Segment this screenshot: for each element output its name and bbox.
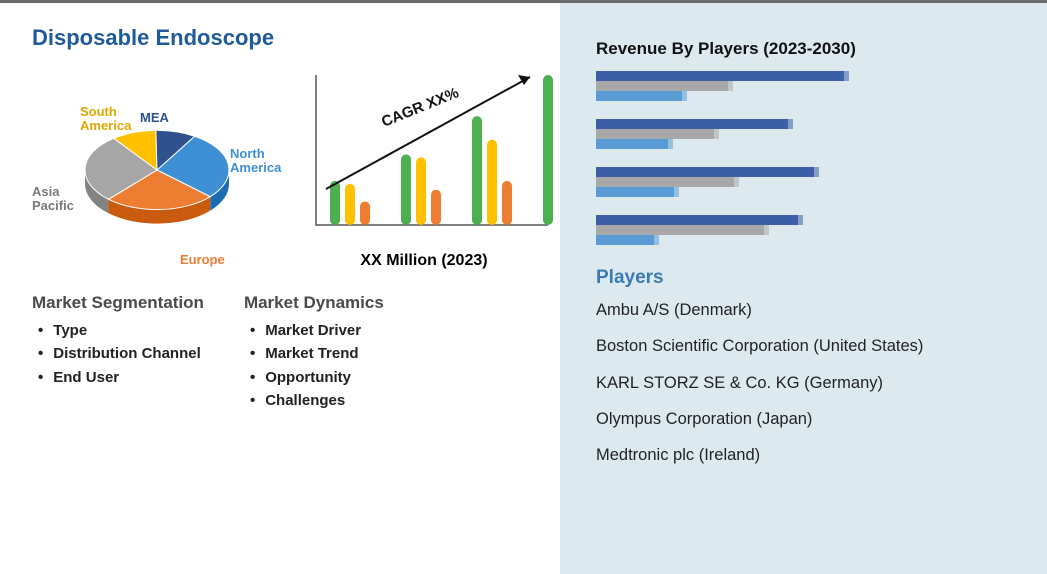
list-item: Market Trend — [250, 342, 384, 365]
segmentation-list: TypeDistribution ChannelEnd User — [32, 319, 204, 389]
pie-label: AsiaPacific — [32, 185, 74, 214]
charts-row: NorthAmerica Europe AsiaPacific SouthAmeric… — [32, 65, 548, 265]
revenue-bar-row — [596, 215, 896, 251]
bar-svg: CAGR XX% — [294, 65, 554, 245]
revenue-bar-row — [596, 71, 896, 107]
player-item: Olympus Corporation (Japan) — [596, 408, 1021, 430]
list-item: Type — [38, 319, 204, 342]
right-panel: Revenue By Players (2023-2030) Players A… — [560, 3, 1047, 574]
player-item: Boston Scientific Corporation (United St… — [596, 335, 1021, 357]
left-panel: Disposable Endoscope NorthAmerica Europe A… — [0, 3, 560, 574]
growth-x-label: XX Million (2023) — [294, 252, 554, 270]
pie-label: Europe — [180, 253, 225, 267]
revenue-bar-row — [596, 167, 896, 203]
list-item: Market Driver — [250, 319, 384, 342]
segmentation-heading: Market Segmentation — [32, 293, 204, 313]
dynamics-block: Market Dynamics Market DriverMarket Tren… — [244, 293, 384, 412]
players-heading: Players — [596, 267, 1021, 289]
infographic-root: Disposable Endoscope NorthAmerica Europe A… — [0, 3, 1047, 574]
revenue-heading: Revenue By Players (2023-2030) — [596, 39, 1021, 59]
pie-label: NorthAmerica — [230, 147, 281, 176]
pie-chart: NorthAmerica Europe AsiaPacific SouthAmeric… — [32, 65, 282, 265]
list-item: Challenges — [250, 389, 384, 412]
player-item: KARL STORZ SE & Co. KG (Germany) — [596, 372, 1021, 394]
growth-bar-chart: CAGR XX% XX Million (2023) — [294, 65, 554, 265]
player-item: Ambu A/S (Denmark) — [596, 299, 1021, 321]
player-item: Medtronic plc (Ireland) — [596, 444, 1021, 466]
dynamics-list: Market DriverMarket TrendOpportunityChal… — [244, 319, 384, 412]
dynamics-heading: Market Dynamics — [244, 293, 384, 313]
revenue-bar-row — [596, 119, 896, 155]
list-item: Distribution Channel — [38, 342, 204, 365]
revenue-bars — [596, 71, 1021, 251]
segmentation-block: Market Segmentation TypeDistribution Cha… — [32, 293, 204, 412]
players-list: Ambu A/S (Denmark) Boston Scientific Corp… — [596, 299, 1021, 466]
lists-row: Market Segmentation TypeDistribution Cha… — [32, 293, 548, 412]
list-item: Opportunity — [250, 366, 384, 389]
svg-text:CAGR XX%: CAGR XX% — [379, 84, 461, 130]
page-title: Disposable Endoscope — [32, 25, 548, 51]
pie-label: SouthAmerica — [80, 105, 131, 134]
pie-label: MEA — [140, 111, 169, 125]
list-item: End User — [38, 366, 204, 389]
